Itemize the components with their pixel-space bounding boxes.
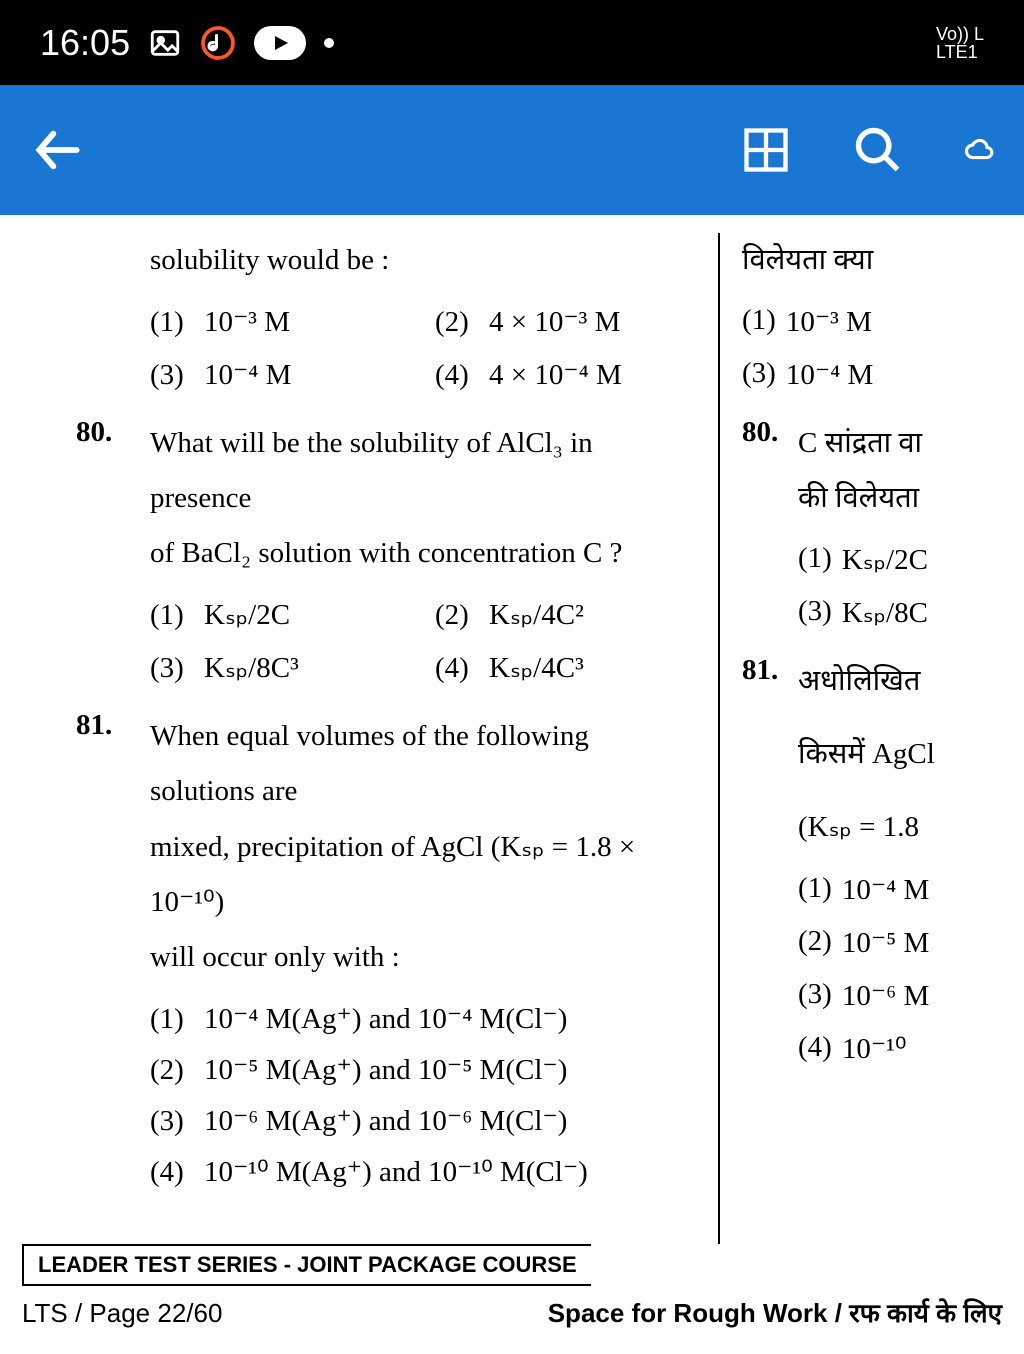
- footer-page: LTS / Page 22/60: [22, 1298, 222, 1329]
- q81-line2: mixed, precipitation of AgCl (Kₛₚ = 1.8 …: [150, 820, 700, 930]
- q81r-line3: (Kₛₚ = 1.8: [798, 800, 1024, 855]
- q81r-opt-1[interactable]: (1)10⁻⁴ M: [798, 872, 1024, 907]
- grid-icon[interactable]: [740, 124, 792, 176]
- q81r-block: 81. अधोलिखित किसमें AgCl (Kₛₚ = 1.8 (1)1…: [742, 654, 1024, 1065]
- q81r-number: 81.: [742, 654, 798, 709]
- q81-number: 81.: [76, 709, 112, 742]
- q79-opt-1[interactable]: (1)10⁻³ M: [150, 304, 415, 339]
- status-net-top: Vo)) L: [936, 25, 984, 43]
- video-icon: [254, 26, 306, 60]
- q81r-line2: किसमें AgCl: [798, 727, 1024, 782]
- dot-icon: [324, 38, 334, 48]
- q81-options: (1)10⁻⁴ M(Ag⁺) and 10⁻⁴ M(Cl⁻) (2)10⁻⁵ M…: [150, 1001, 700, 1189]
- q79-opt-3[interactable]: (3)10⁻⁴ M: [150, 357, 415, 392]
- q80r-opt-1[interactable]: (1)Kₛₚ/2C: [798, 542, 1024, 577]
- q81-opt-3[interactable]: (3)10⁻⁶ M(Ag⁺) and 10⁻⁶ M(Cl⁻): [150, 1103, 700, 1138]
- footer-series-box: LEADER TEST SERIES - JOINT PACKAGE COURS…: [22, 1244, 591, 1286]
- q79r-block: विलेयता क्या (1)10⁻³ M (3)10⁻⁴ M: [742, 233, 1024, 392]
- q80r-opt-3[interactable]: (3)Kₛₚ/8C: [798, 595, 1024, 630]
- status-right: Vo)) L LTE1: [936, 25, 984, 61]
- q79-block: solubility would be : (1)10⁻³ M (2)4 × 1…: [150, 233, 700, 392]
- q80-block: 80. What will be the solubility of AlCl₃…: [150, 416, 700, 685]
- q81r-opt-3[interactable]: (3)10⁻⁶ M: [798, 978, 1024, 1013]
- column-english: solubility would be : (1)10⁻³ M (2)4 × 1…: [0, 233, 720, 1244]
- q81-opt-1[interactable]: (1)10⁻⁴ M(Ag⁺) and 10⁻⁴ M(Cl⁻): [150, 1001, 700, 1036]
- q81r-line1: अधोलिखित: [798, 654, 920, 709]
- page-footer: LEADER TEST SERIES - JOINT PACKAGE COURS…: [0, 1244, 1024, 1354]
- q79r-opt-3[interactable]: (3)10⁻⁴ M: [742, 357, 1024, 392]
- q81-opt-2[interactable]: (2)10⁻⁵ M(Ag⁺) and 10⁻⁵ M(Cl⁻): [150, 1052, 700, 1087]
- q80r-number: 80.: [742, 416, 798, 471]
- content-area: solubility would be : (1)10⁻³ M (2)4 × 1…: [0, 215, 1024, 1244]
- q79-stem: solubility would be :: [150, 233, 700, 288]
- q80-options: (1)Kₛₚ/2C (2)Kₛₚ/4C² (3)Kₛₚ/8C³ (4)Kₛₚ/4…: [150, 597, 700, 685]
- q81r-opt-4[interactable]: (4)10⁻¹⁰: [798, 1031, 1024, 1066]
- status-left: 16:05: [40, 22, 334, 64]
- q81-block: 81. When equal volumes of the following …: [150, 709, 700, 1188]
- status-bar: 16:05 Vo)) L LTE1: [0, 0, 1024, 85]
- music-icon: [200, 25, 236, 61]
- status-net-bottom: LTE1: [936, 43, 984, 61]
- q80-opt-2[interactable]: (2)Kₛₚ/4C²: [435, 597, 700, 632]
- q79r-stem: विलेयता क्या: [742, 233, 1024, 288]
- q80-opt-4[interactable]: (4)Kₛₚ/4C³: [435, 650, 700, 685]
- q81-line3: will occur only with :: [150, 930, 700, 985]
- q79-opt-2[interactable]: (2)4 × 10⁻³ M: [435, 304, 700, 339]
- q80-opt-3[interactable]: (3)Kₛₚ/8C³: [150, 650, 415, 685]
- back-icon[interactable]: [30, 122, 86, 178]
- status-time: 16:05: [40, 22, 130, 64]
- q80-line1: What will be the solubility of AlCl₃ in …: [150, 416, 700, 526]
- q81-line1: When equal volumes of the following solu…: [150, 709, 700, 819]
- image-icon: [148, 26, 182, 60]
- q80r-block: 80. C सांद्रता वा की विलेयता (1)Kₛₚ/2C (…: [742, 416, 1024, 630]
- q80-opt-1[interactable]: (1)Kₛₚ/2C: [150, 597, 415, 632]
- q81r-opt-2[interactable]: (2)10⁻⁵ M: [798, 925, 1024, 960]
- cloud-icon[interactable]: [964, 122, 994, 178]
- q81-opt-4[interactable]: (4)10⁻¹⁰ M(Ag⁺) and 10⁻¹⁰ M(Cl⁻): [150, 1154, 700, 1189]
- q80-line2: of BaCl₂ solution with concentration C ?: [150, 526, 700, 581]
- q80r-line1: C सांद्रता वा: [798, 416, 922, 471]
- q80-number: 80.: [76, 416, 112, 449]
- app-toolbar: [0, 85, 1024, 215]
- q79-options: (1)10⁻³ M (2)4 × 10⁻³ M (3)10⁻⁴ M (4)4 ×…: [150, 304, 700, 392]
- search-icon[interactable]: [852, 124, 904, 176]
- q79r-opt-1[interactable]: (1)10⁻³ M: [742, 304, 1024, 339]
- column-hindi: विलेयता क्या (1)10⁻³ M (3)10⁻⁴ M 80. C स…: [720, 233, 1024, 1244]
- q80r-line2: की विलेयता: [798, 471, 1024, 526]
- footer-rough-work: Space for Rough Work / रफ कार्य के लिए: [548, 1294, 1002, 1330]
- q79-opt-4[interactable]: (4)4 × 10⁻⁴ M: [435, 357, 700, 392]
